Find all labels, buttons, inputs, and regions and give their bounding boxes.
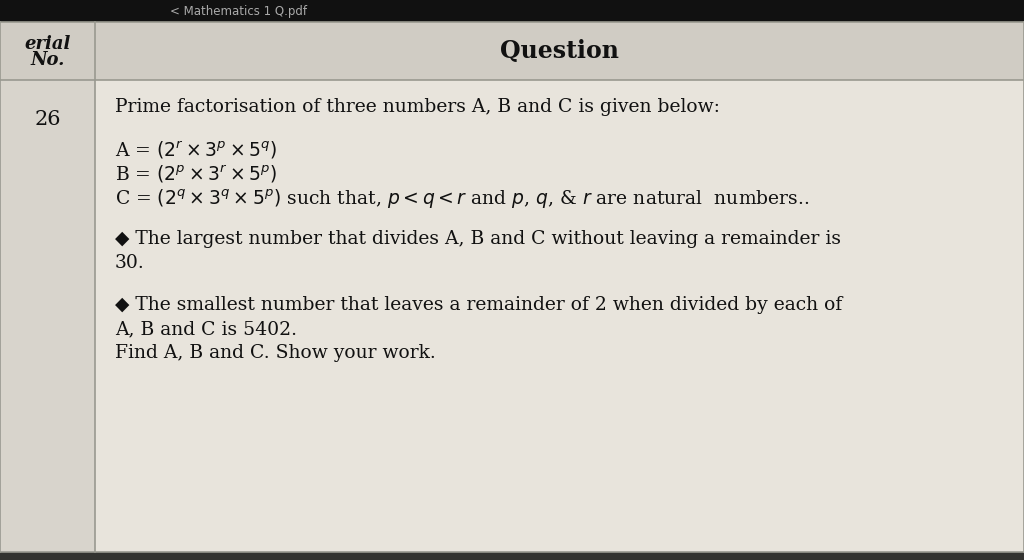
- Text: Find A, B and C. Show your work.: Find A, B and C. Show your work.: [115, 344, 436, 362]
- Bar: [0, 0, 1024, 22]
- Text: C = $(2^q \times 3^q \times 5^p)$ such that, $p < q < r$ and $p$, $q$, & $r$ are: C = $(2^q \times 3^q \times 5^p)$ such t…: [115, 188, 810, 211]
- Text: No.: No.: [31, 51, 65, 69]
- Text: ◆ The smallest number that leaves a remainder of 2 when divided by each of: ◆ The smallest number that leaves a rema…: [115, 296, 843, 314]
- Bar: [0, 22, 1024, 80]
- Text: Question: Question: [500, 39, 618, 63]
- Text: Prime factorisation of three numbers A, B and C is given below:: Prime factorisation of three numbers A, …: [115, 98, 720, 116]
- Bar: [0, 22, 95, 552]
- Text: 26: 26: [34, 110, 60, 129]
- Text: A, B and C is 5402.: A, B and C is 5402.: [115, 320, 297, 338]
- Text: ◆ The largest number that divides A, B and C without leaving a remainder is: ◆ The largest number that divides A, B a…: [115, 230, 841, 248]
- Bar: [0, 552, 1024, 560]
- Text: erial: erial: [25, 35, 71, 53]
- Text: 30.: 30.: [115, 254, 144, 272]
- Text: A = $(2^r \times 3^p \times 5^q)$: A = $(2^r \times 3^p \times 5^q)$: [115, 140, 278, 161]
- Text: B = $(2^p \times 3^r \times 5^p)$: B = $(2^p \times 3^r \times 5^p)$: [115, 164, 278, 185]
- Text: < Mathematics 1 Q.pdf: < Mathematics 1 Q.pdf: [170, 4, 307, 17]
